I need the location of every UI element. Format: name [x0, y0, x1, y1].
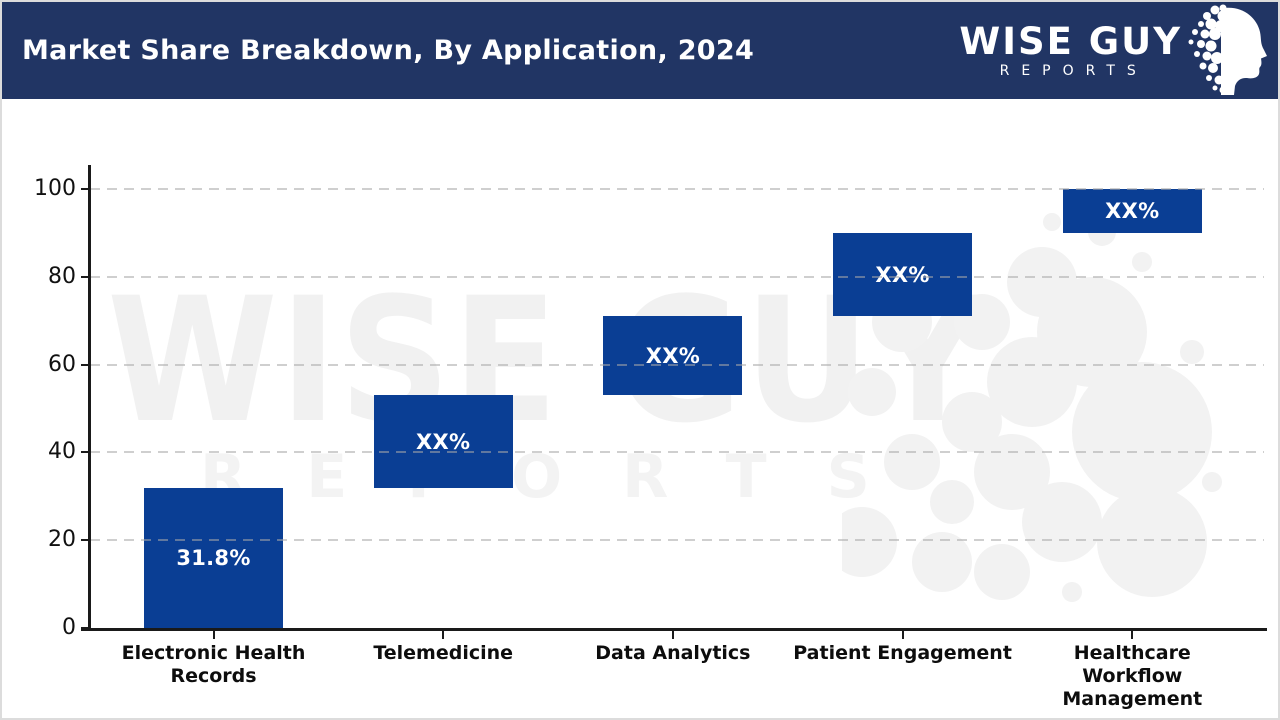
- x-tick-mark: [901, 630, 904, 639]
- y-axis-line: [88, 165, 91, 631]
- x-axis-line: [81, 628, 1267, 631]
- wise-guy-reports-logo: WISE GUY REPORTS: [959, 4, 1278, 97]
- x-category-label-line: Workflow: [1082, 665, 1183, 688]
- logo-subtitle: REPORTS: [999, 62, 1148, 79]
- x-category-label-line: Healthcare: [1073, 642, 1191, 664]
- y-tick-label: 60: [48, 351, 76, 377]
- bar-value-label: 31.8%: [176, 546, 251, 571]
- y-tick-label: 0: [62, 615, 76, 640]
- logo-head-icon: [1188, 4, 1267, 95]
- grid-line: [90, 275, 1264, 278]
- x-tick-mark: [442, 630, 445, 639]
- x-tick-mark: [1131, 630, 1134, 639]
- x-category-label-line: Records: [170, 665, 257, 688]
- grid-line: [90, 451, 1264, 454]
- header-band: Market Share Breakdown, By Application, …: [2, 2, 1278, 99]
- y-tick-mark: [81, 451, 90, 454]
- bar-value-label: XX%: [875, 262, 930, 287]
- y-tick-mark: [81, 275, 90, 278]
- y-tick-label: 20: [48, 527, 76, 553]
- x-category-label-line: Telemedicine: [373, 642, 514, 664]
- y-tick-mark: [81, 363, 90, 366]
- y-tick-label: 80: [48, 263, 76, 289]
- x-tick-mark: [212, 630, 215, 639]
- logo-text: WISE GUY REPORTS: [959, 23, 1182, 79]
- x-category-label: Electronic Health Records: [94, 642, 334, 688]
- grid-line: [90, 363, 1264, 366]
- y-tick-mark: [81, 539, 90, 542]
- bar: XX%: [603, 316, 743, 396]
- x-category-label-line: Patient Engagement: [793, 642, 1012, 664]
- x-category-label: Telemedicine: [323, 642, 563, 665]
- grid-line: [90, 539, 1264, 542]
- y-tick-label: 100: [34, 176, 76, 201]
- x-category-label: Healthcare Workflow Management: [1012, 642, 1252, 712]
- y-tick-label: 40: [48, 439, 76, 465]
- x-category-label: Data Analytics: [553, 642, 793, 665]
- bar: XX%: [373, 395, 513, 489]
- bar-value-label: XX%: [1105, 198, 1160, 223]
- grid-line: [90, 188, 1264, 190]
- bar: XX%: [833, 232, 973, 317]
- bar-value-label: XX%: [416, 429, 471, 454]
- page-title: Market Share Breakdown, By Application, …: [22, 35, 755, 66]
- x-category-label-line: Electronic Health: [121, 642, 306, 664]
- logo-wordmark: WISE GUY: [959, 19, 1182, 63]
- bar: XX%: [1062, 189, 1202, 233]
- x-category-label-line: Data Analytics: [595, 642, 751, 664]
- x-category-label-line: Management: [1062, 688, 1203, 711]
- bar: 31.8%: [144, 488, 283, 628]
- y-tick-mark: [81, 188, 90, 190]
- x-category-label: Patient Engagement: [783, 642, 1023, 665]
- x-tick-mark: [671, 630, 674, 639]
